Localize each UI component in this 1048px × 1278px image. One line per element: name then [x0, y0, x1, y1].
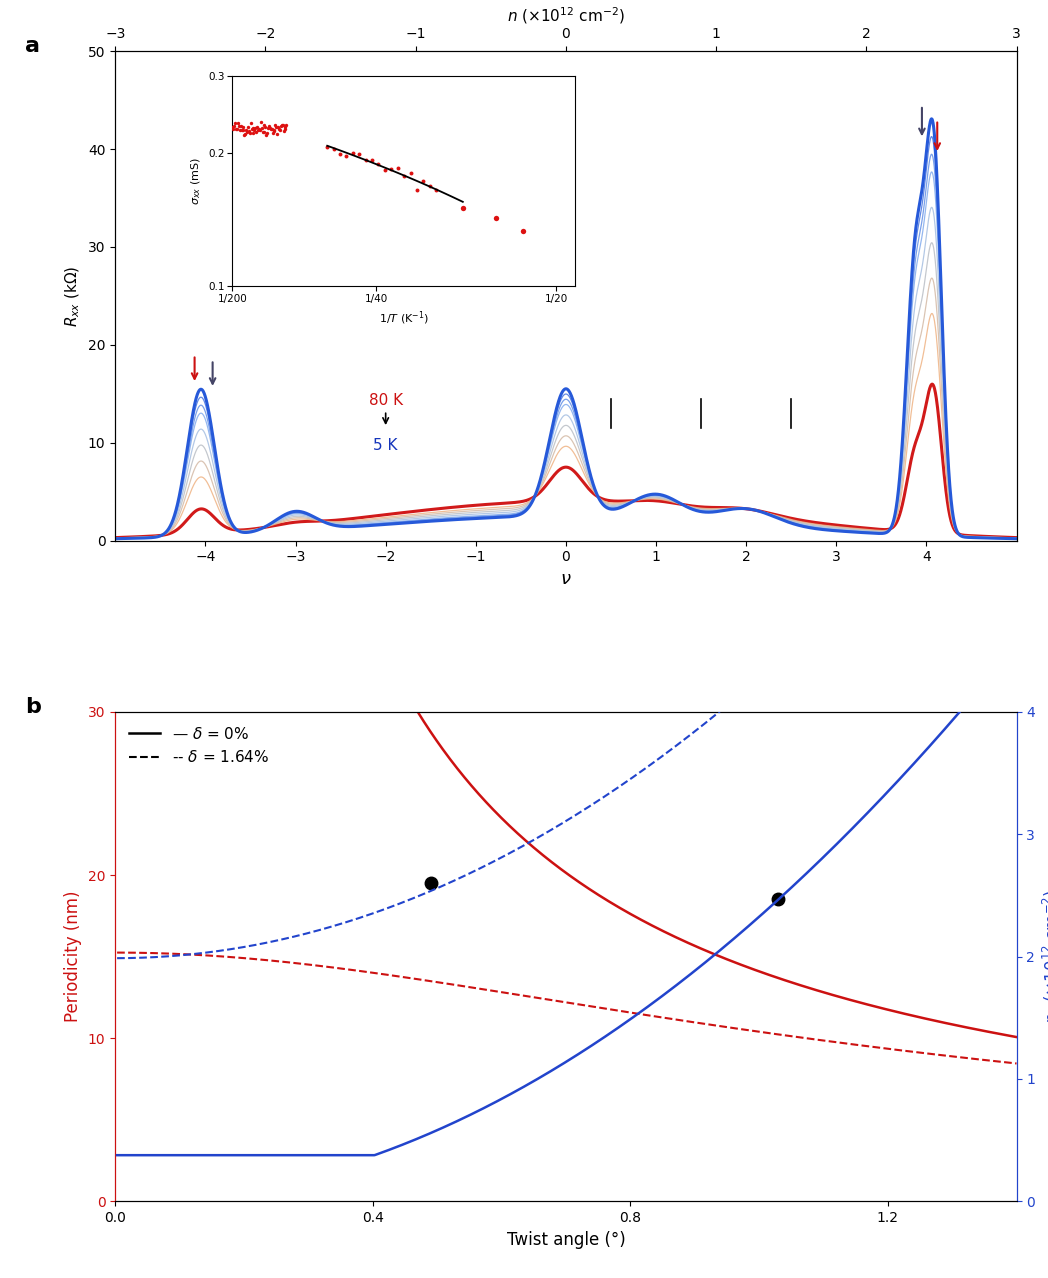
Text: b: b — [25, 698, 41, 717]
X-axis label: $n$ ($\times$10$^{12}$ cm$^{-2}$): $n$ ($\times$10$^{12}$ cm$^{-2}$) — [507, 5, 625, 27]
Text: a: a — [25, 37, 40, 56]
X-axis label: $\nu$: $\nu$ — [560, 570, 572, 588]
Y-axis label: $R_{xx}$ (k$\Omega$): $R_{xx}$ (k$\Omega$) — [64, 265, 83, 327]
Y-axis label: $n_s$ ($\times$10$^{12}$ cm$^{-2}$): $n_s$ ($\times$10$^{12}$ cm$^{-2}$) — [1041, 889, 1048, 1024]
X-axis label: Twist angle (°): Twist angle (°) — [506, 1231, 626, 1249]
Text: 5 K: 5 K — [373, 438, 398, 452]
Text: 80 K: 80 K — [369, 394, 402, 409]
Y-axis label: Periodicity (nm): Periodicity (nm) — [64, 891, 83, 1022]
Legend: — $\delta$ = 0%, -- $\delta$ = 1.64%: — $\delta$ = 0%, -- $\delta$ = 1.64% — [123, 720, 276, 772]
